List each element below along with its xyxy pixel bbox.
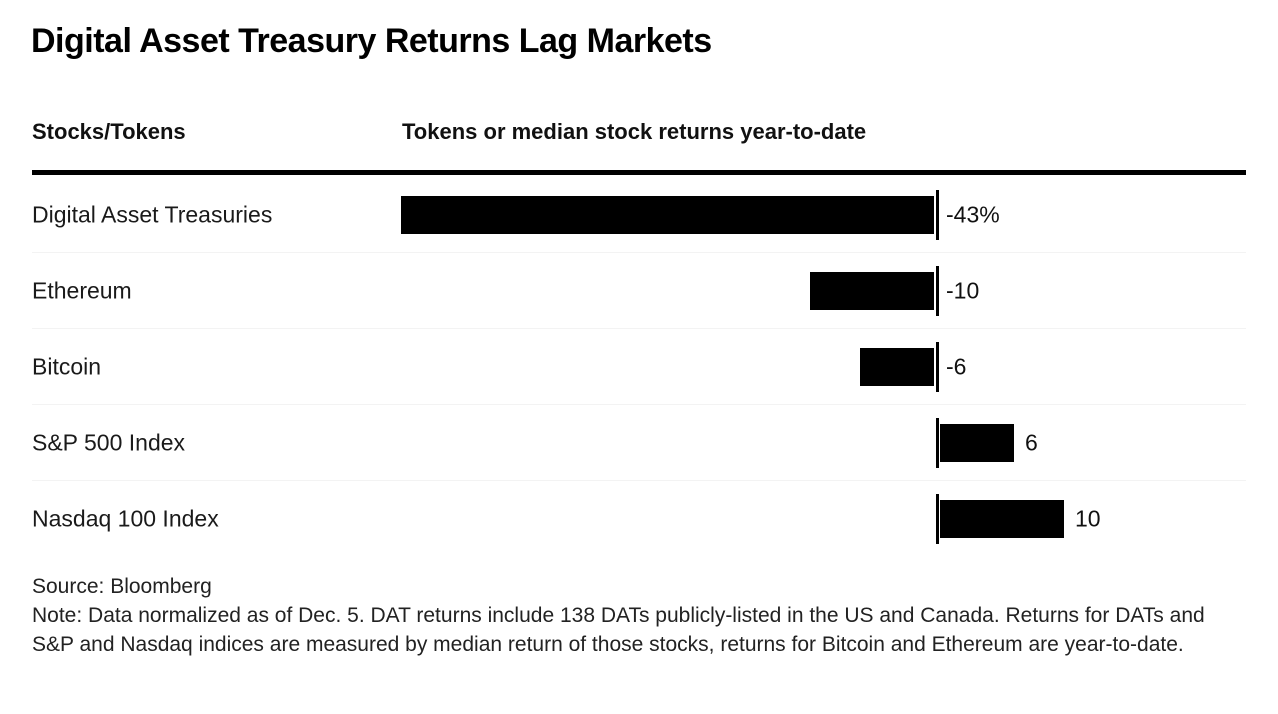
bar-chart-rows: Digital Asset Treasuries -43% Ethereum -… [32, 177, 1246, 556]
bar [810, 271, 934, 310]
baseline-tick [936, 265, 939, 316]
row-label: Digital Asset Treasuries [32, 201, 273, 227]
table-row: Nasdaq 100 Index 10 [32, 481, 1246, 556]
baseline-tick [936, 493, 939, 544]
header-rule-divider [32, 170, 1246, 175]
table-row: S&P 500 Index 6 [32, 405, 1246, 481]
baseline-tick [936, 341, 939, 392]
footer: Source: Bloomberg Note: Data normalized … [32, 572, 1248, 659]
source-text: Source: Bloomberg [32, 575, 212, 598]
bar [860, 347, 934, 386]
baseline-tick [936, 417, 939, 468]
bar-value: 6 [1025, 429, 1038, 455]
row-label: S&P 500 Index [32, 429, 186, 455]
bar-value: -10 [946, 277, 980, 303]
page-title: Digital Asset Treasury Returns Lag Marke… [31, 22, 712, 60]
column-headers: Stocks/Tokens Tokens or median stock ret… [32, 119, 1246, 149]
bar-value: 10 [1075, 505, 1101, 531]
bar-value: -6 [946, 353, 967, 379]
table-row: Digital Asset Treasuries -43% [32, 177, 1246, 253]
bar [401, 195, 934, 234]
column-header-returns: Tokens or median stock returns year-to-d… [402, 119, 867, 144]
row-label: Ethereum [32, 277, 132, 303]
bar [940, 499, 1064, 538]
row-label: Nasdaq 100 Index [32, 505, 219, 531]
row-label: Bitcoin [32, 353, 102, 379]
note-text: Note: Data normalized as of Dec. 5. DAT … [32, 604, 1205, 656]
bar-value: -43% [946, 201, 1000, 227]
table-row: Bitcoin -6 [32, 329, 1246, 405]
baseline-tick [936, 189, 939, 240]
bar [940, 423, 1014, 462]
column-header-stocks-tokens: Stocks/Tokens [32, 119, 186, 144]
table-row: Ethereum -10 [32, 253, 1246, 329]
